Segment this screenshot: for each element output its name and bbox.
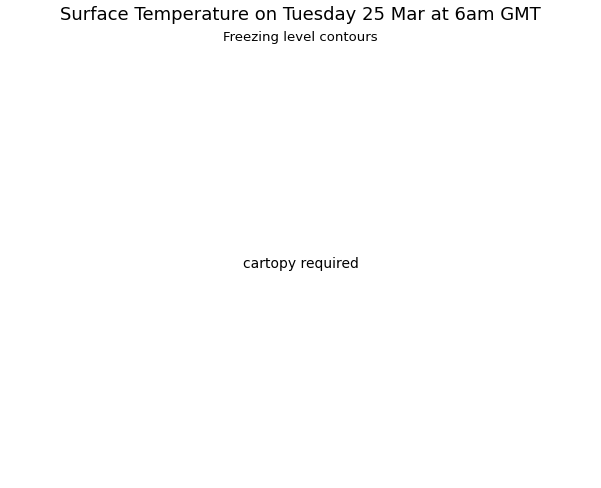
Text: cartopy required: cartopy required <box>243 257 358 271</box>
Text: Surface Temperature on Tuesday 25 Mar at 6am GMT: Surface Temperature on Tuesday 25 Mar at… <box>60 6 541 24</box>
Text: Freezing level contours: Freezing level contours <box>223 31 378 44</box>
